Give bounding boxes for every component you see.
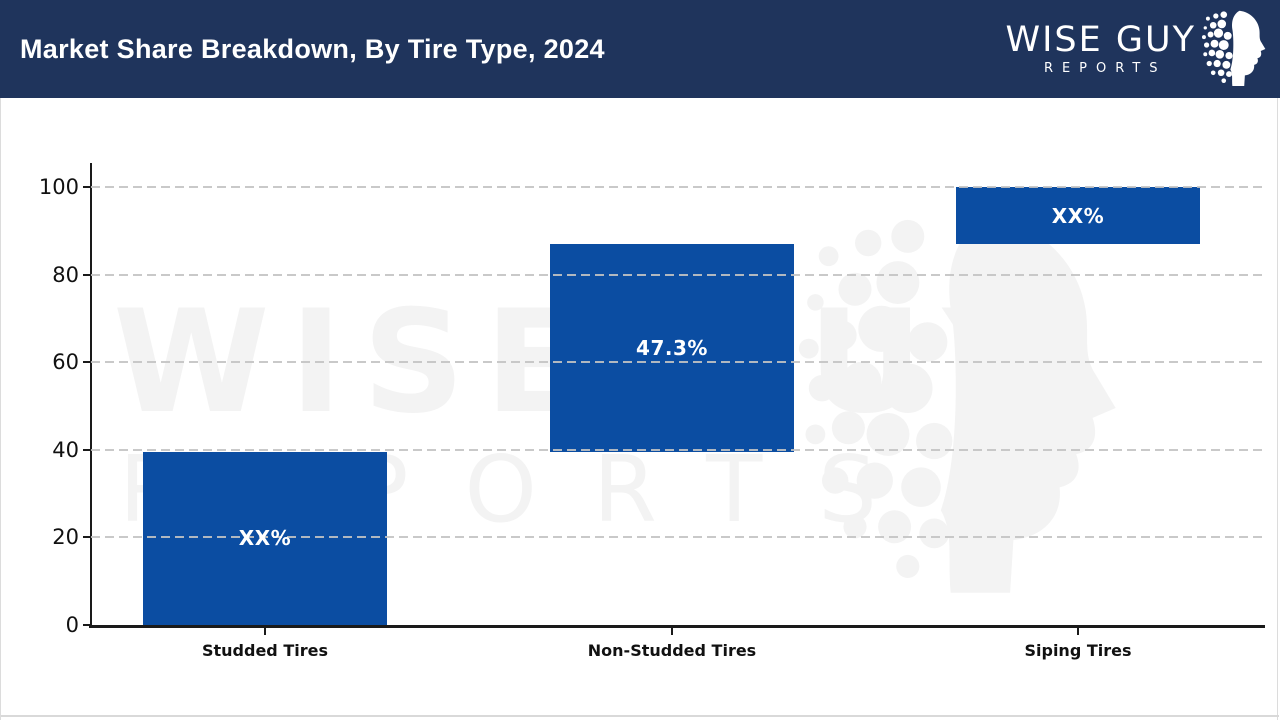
y-tick-mark <box>83 273 91 276</box>
dotted-head-icon <box>1201 10 1266 86</box>
bottom-divider <box>1 715 1279 717</box>
x-category-label: Studded Tires <box>201 641 328 660</box>
gridline-80 <box>91 273 1265 276</box>
x-category-label: Siping Tires <box>1024 641 1132 660</box>
x-axis-line <box>89 625 1265 628</box>
bar-value-label: XX% <box>1051 203 1105 228</box>
y-axis-line <box>90 163 92 628</box>
gridline-40 <box>91 448 1265 451</box>
page-title: Market Share Breakdown, By Tire Type, 20… <box>20 33 605 64</box>
y-tick-mark <box>83 186 91 188</box>
waterfall-bar-3 <box>956 187 1200 245</box>
gridline-20 <box>91 536 1265 539</box>
gridline-60 <box>91 361 1265 364</box>
y-tick-mark <box>83 536 91 539</box>
y-tick-mark <box>83 361 91 364</box>
y-tick-mark <box>83 624 91 626</box>
y-tick-label: 60 <box>52 350 79 375</box>
logo-text-top: WISE GUY <box>1005 20 1196 60</box>
logo-wordmark: WISE GUY REPORTS <box>1005 20 1196 76</box>
y-tick-mark <box>83 448 91 451</box>
chart-canvas: WISE GUY REPORTS XX%47.3%XX%020406080100… <box>0 98 1279 720</box>
waterfall-chart: XX% 47.3% XX% 0 20 40 60 80 100 Studded Tires Non-… <box>1 98 1279 720</box>
y-tick-label: 40 <box>52 437 79 462</box>
logo-text-bottom: REPORTS <box>1043 61 1167 76</box>
watermark-head-icon <box>798 216 1116 593</box>
y-tick-label: 0 <box>65 613 79 637</box>
x-tick-mark <box>671 628 673 635</box>
x-tick-mark <box>264 628 266 635</box>
y-tick-label: 80 <box>52 262 79 287</box>
header-bar: Market Share Breakdown, By Tire Type, 20… <box>0 0 1280 98</box>
x-category-label: Non-Studded Tires <box>587 641 757 660</box>
x-tick-mark <box>1077 628 1079 635</box>
y-tick-label: 100 <box>38 175 79 199</box>
gridline-100 <box>91 186 1265 188</box>
wiseguy-logo: WISE GUY REPORTS <box>1005 9 1266 89</box>
bar-value-label: XX% <box>238 526 292 551</box>
bar-value-label: 47.3% <box>636 335 708 360</box>
waterfall-bar-2 <box>550 244 794 452</box>
y-tick-label: 20 <box>52 525 79 550</box>
